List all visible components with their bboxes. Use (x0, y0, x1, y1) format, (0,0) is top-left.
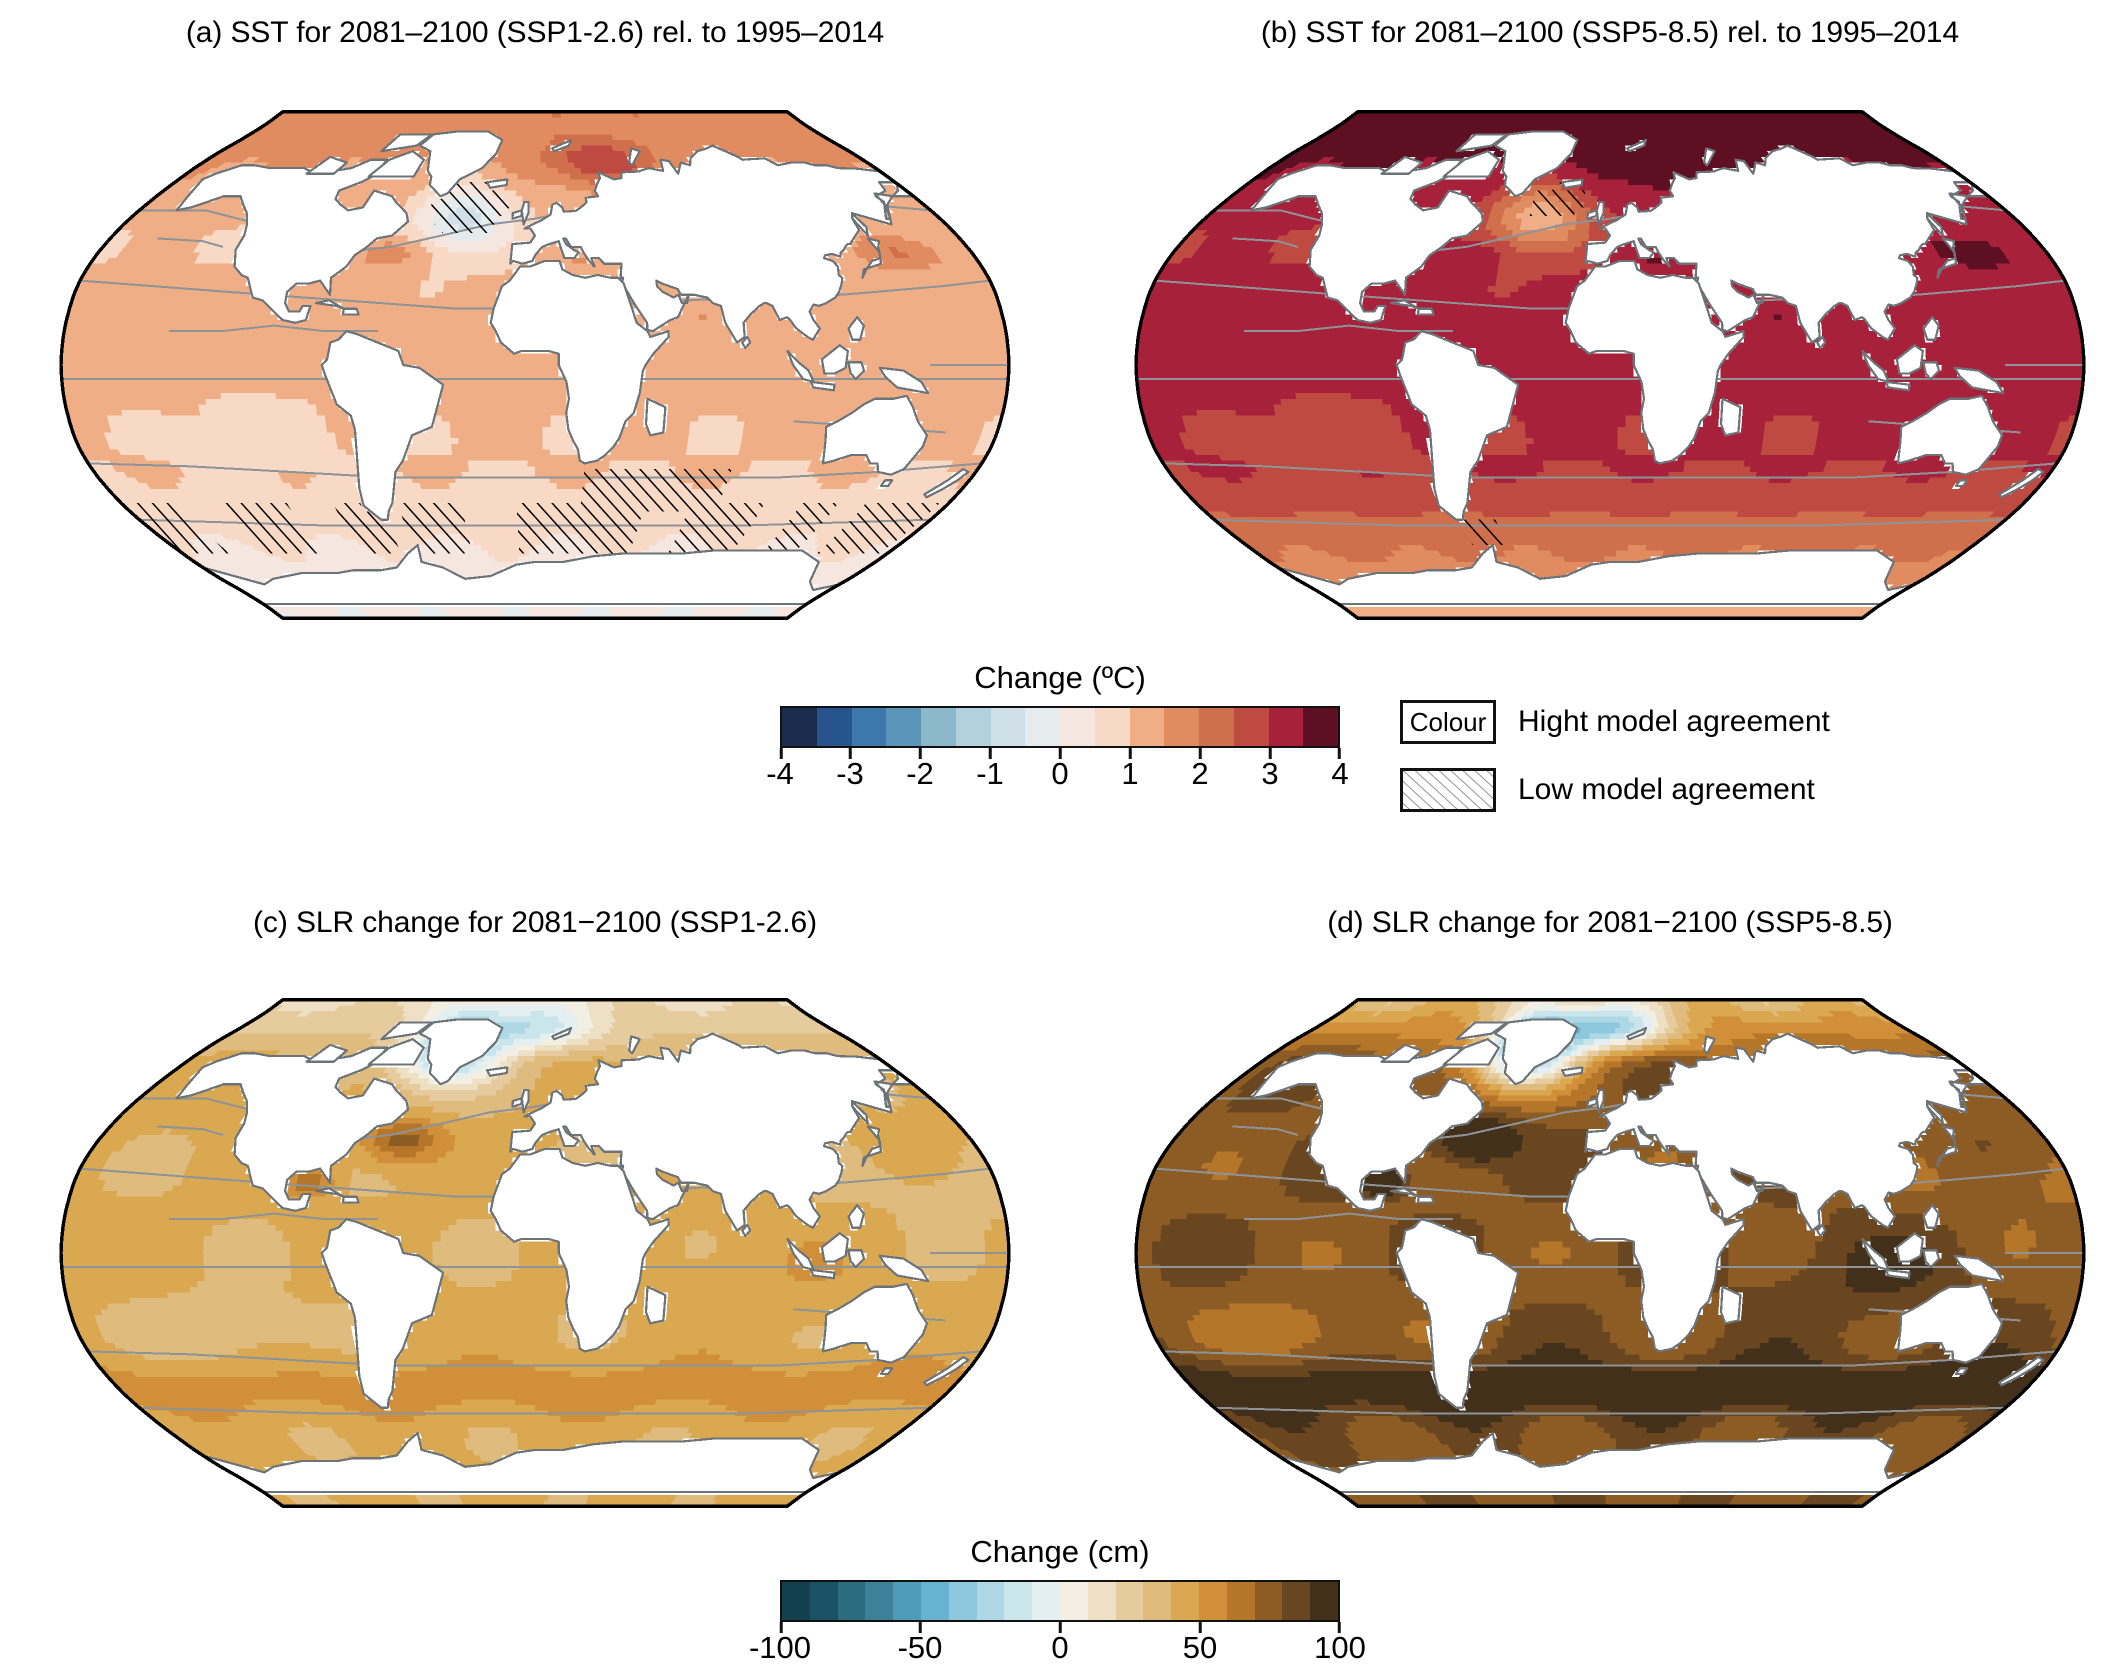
colorbar-band-14 (1269, 708, 1304, 746)
colorbar-tick-label: -3 (836, 756, 864, 792)
colorbar-band-3 (865, 1582, 893, 1620)
map-panel-b (1130, 100, 2090, 630)
colorbar-band-4 (893, 1582, 921, 1620)
panel-c-title: (c) SLR change for 2081−2100 (SSP1-2.6) (55, 906, 1015, 940)
panel-d-title: (d) SLR change for 2081−2100 (SSP5-8.5) (1130, 906, 2090, 940)
colorbar-band-13 (1143, 1582, 1171, 1620)
colorbar-band-15 (1199, 1582, 1227, 1620)
colorbar-tick-label: 0 (1051, 1630, 1068, 1666)
slr-colorbar-label: Change (cm) (780, 1534, 1340, 1570)
colorbar-band-11 (1164, 708, 1199, 746)
map-panel-d (1130, 988, 2090, 1518)
colorbar-band-19 (1310, 1582, 1338, 1620)
colorbar-band-11 (1088, 1582, 1116, 1620)
colorbar-tick-label: -2 (906, 756, 934, 792)
panel-a-title: (a) SST for 2081–2100 (SSP1-2.6) rel. to… (55, 16, 1015, 50)
colorbar-band-12 (1199, 708, 1234, 746)
colorbar-band-0 (782, 708, 817, 746)
colorbar-band-16 (1227, 1582, 1255, 1620)
map-panel-a (55, 100, 1015, 630)
colour-swatch: Colour (1400, 700, 1496, 744)
colorbar-tick-label: 2 (1191, 756, 1208, 792)
colorbar-band-4 (921, 708, 956, 746)
colorbar-band-5 (921, 1582, 949, 1620)
colorbar-band-3 (886, 708, 921, 746)
colorbar-band-13 (1234, 708, 1269, 746)
colorbar-band-17 (1255, 1582, 1283, 1620)
colorbar-tick-label: 50 (1183, 1630, 1217, 1666)
colorbar-band-10 (1130, 708, 1165, 746)
colorbar-band-7 (977, 1582, 1005, 1620)
colorbar-tick-label: 1 (1121, 756, 1138, 792)
colorbar-tick-label: -50 (898, 1630, 943, 1666)
colorbar-band-10 (1060, 1582, 1088, 1620)
colorbar-tick-label: 0 (1051, 756, 1068, 792)
colorbar-tick-label: 3 (1261, 756, 1278, 792)
colorbar-band-9 (1095, 708, 1130, 746)
colorbar-band-6 (991, 708, 1026, 746)
colorbar-band-8 (1004, 1582, 1032, 1620)
map-panel-c (55, 988, 1015, 1518)
colorbar-band-2 (838, 1582, 866, 1620)
legend-row-low-agreement: Low model agreement (1400, 768, 1830, 812)
colorbar-band-14 (1171, 1582, 1199, 1620)
legend-row-high-agreement: Colour Hight model agreement (1400, 700, 1830, 744)
colorbar-band-9 (1032, 1582, 1060, 1620)
colorbar-band-7 (1025, 708, 1060, 746)
model-agreement-legend: Colour Hight model agreement Low model a… (1400, 700, 1830, 836)
colorbar-band-5 (956, 708, 991, 746)
colorbar-tick-label: -100 (749, 1630, 811, 1666)
colorbar-tick-label: -1 (976, 756, 1004, 792)
colorbar-band-12 (1116, 1582, 1144, 1620)
colorbar-band-1 (810, 1582, 838, 1620)
colorbar-band-1 (817, 708, 852, 746)
colorbar-tick-label: 4 (1331, 756, 1348, 792)
colorbar-tick-label: 100 (1314, 1630, 1366, 1666)
low-agreement-label: Low model agreement (1518, 773, 1815, 807)
colorbar-band-15 (1303, 708, 1338, 746)
slr-colorbar-strip (780, 1580, 1340, 1622)
panel-b-title: (b) SST for 2081–2100 (SSP5-8.5) rel. to… (1130, 16, 2090, 50)
colorbar-tick-label: -4 (766, 756, 794, 792)
sst-colorbar-label: Change (ºC) (780, 660, 1340, 696)
colorbar-band-18 (1282, 1582, 1310, 1620)
colorbar-band-0 (782, 1582, 810, 1620)
colorbar-band-6 (949, 1582, 977, 1620)
high-agreement-label: Hight model agreement (1518, 705, 1830, 739)
colorbar-band-8 (1060, 708, 1095, 746)
colorbar-band-2 (852, 708, 887, 746)
sst-colorbar-strip (780, 706, 1340, 748)
hatch-swatch (1400, 768, 1496, 812)
